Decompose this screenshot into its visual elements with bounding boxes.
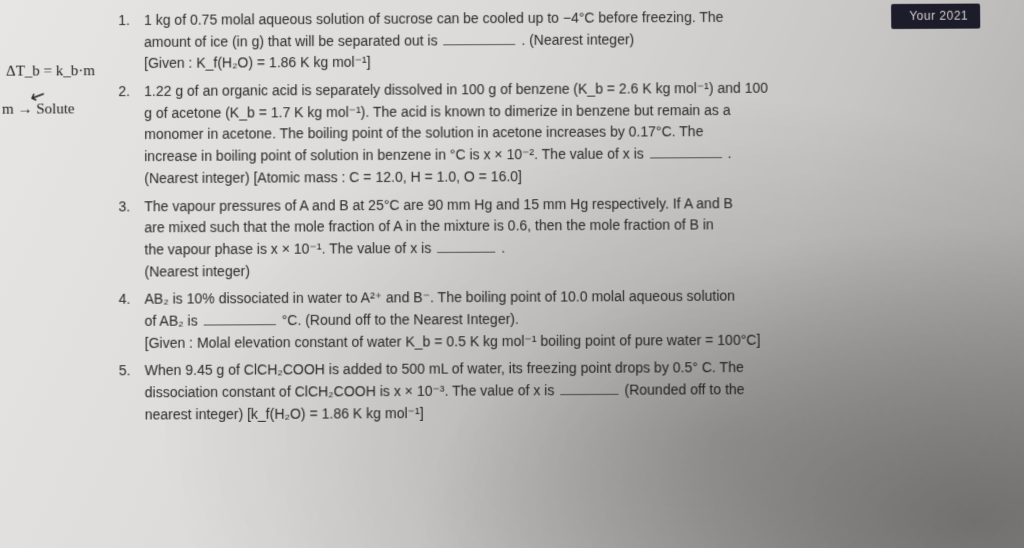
- text: of AB₂ is: [145, 312, 202, 328]
- question-body: When 9.45 g of ClCH₂COOH is added to 500…: [145, 356, 999, 426]
- question-4: 4. AB₂ is 10% dissociated in water to A²…: [110, 284, 997, 354]
- question-5: 5. When 9.45 g of ClCH₂COOH is added to …: [111, 356, 999, 426]
- text: The vapour pressures of A and B at 25°C …: [144, 195, 733, 214]
- answer-blank: [437, 239, 495, 253]
- text: 1.22 g of an organic acid is separately …: [144, 80, 768, 99]
- text: (Rounded off to the: [624, 381, 744, 398]
- question-body: The vapour pressures of A and B at 25°C …: [144, 191, 996, 283]
- question-number: 4.: [110, 289, 144, 355]
- text: amount of ice (in g) that will be separa…: [144, 32, 438, 50]
- question-body: AB₂ is 10% dissociated in water to A²⁺ a…: [144, 284, 997, 354]
- year-badge: Your 2021: [891, 4, 980, 29]
- text: (Nearest integer) [Atomic mass : C = 12.…: [144, 168, 522, 186]
- text: are mixed such that the mole fraction of…: [144, 217, 713, 236]
- answer-blank: [204, 312, 276, 326]
- text: nearest integer) [k_f(H₂O) = 1.86 K kg m…: [145, 405, 424, 423]
- text: increase in boiling point of solution in…: [144, 146, 644, 165]
- text: monomer in acetone. The boiling point of…: [144, 124, 703, 143]
- text: AB₂ is 10% dissociated in water to A²⁺ a…: [144, 288, 735, 307]
- answer-blank: [560, 381, 618, 395]
- text: dissociation constant of ClCH₂COOH is x …: [145, 382, 559, 400]
- question-number: 1.: [110, 10, 144, 75]
- answer-blank: [650, 145, 722, 159]
- question-2: 2. 1.22 g of an organic acid is separate…: [110, 77, 996, 190]
- question-body: 1.22 g of an organic acid is separately …: [144, 77, 996, 190]
- question-1: 1. 1 kg of 0.75 molal aqueous solution o…: [110, 5, 995, 75]
- question-3: 3. The vapour pressures of A and B at 25…: [110, 191, 996, 283]
- text: (Nearest integer): [144, 263, 249, 280]
- text: [Given : K_f(H₂O) = 1.86 K kg mol⁻¹]: [144, 54, 371, 71]
- question-number: 5.: [111, 360, 145, 426]
- question-number: 2.: [110, 81, 144, 190]
- text: °C. (Round off to the Nearest Integer).: [282, 311, 519, 328]
- text: When 9.45 g of ClCH₂COOH is added to 500…: [145, 359, 744, 378]
- text: g of acetone (K_b = 1.7 K kg mol⁻¹). The…: [144, 102, 730, 121]
- page: Your 2021 ΔT_b = k_b·m ↙ m → Solute 1. 1…: [0, 0, 1024, 548]
- handwriting-equation: ΔT_b = k_b·m: [6, 60, 95, 84]
- text: .: [728, 145, 732, 161]
- text: . (Nearest integer): [521, 31, 634, 48]
- question-body: 1 kg of 0.75 molal aqueous solution of s…: [144, 5, 995, 75]
- text: .: [501, 239, 505, 255]
- handwriting-solute: m → Solute: [2, 98, 75, 122]
- text: [Given : Molal elevation constant of wat…: [145, 331, 761, 350]
- text: the vapour phase is x × 10⁻¹. The value …: [144, 240, 435, 258]
- answer-blank: [443, 31, 515, 45]
- text: 1 kg of 0.75 molal aqueous solution of s…: [144, 9, 723, 28]
- question-number: 3.: [110, 196, 144, 283]
